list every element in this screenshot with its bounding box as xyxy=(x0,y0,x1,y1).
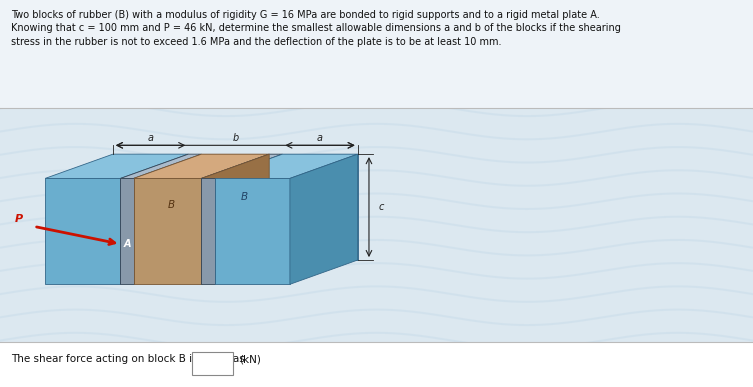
Text: stress in the rubber is not to exceed 1.6 MPa and the deflection of the plate is: stress in the rubber is not to exceed 1.… xyxy=(11,37,501,47)
Text: c: c xyxy=(378,202,384,212)
Polygon shape xyxy=(215,154,358,178)
Text: Knowing that c = 100 mm and P = 46 kN, determine the smallest allowable dimensio: Knowing that c = 100 mm and P = 46 kN, d… xyxy=(11,23,621,33)
Polygon shape xyxy=(202,178,215,284)
FancyBboxPatch shape xyxy=(0,342,753,387)
Text: The shear force acting on block B is given as: The shear force acting on block B is giv… xyxy=(11,354,245,364)
Text: P: P xyxy=(15,214,23,224)
Polygon shape xyxy=(120,154,202,178)
Polygon shape xyxy=(202,154,270,284)
Text: a: a xyxy=(148,133,154,143)
Polygon shape xyxy=(202,154,270,260)
Polygon shape xyxy=(270,154,282,260)
Text: A: A xyxy=(123,239,131,249)
Text: a: a xyxy=(317,133,323,143)
Polygon shape xyxy=(134,178,202,284)
FancyBboxPatch shape xyxy=(192,352,233,375)
Polygon shape xyxy=(45,154,188,178)
Text: b: b xyxy=(232,133,239,143)
Polygon shape xyxy=(134,154,270,178)
Polygon shape xyxy=(202,154,282,178)
FancyBboxPatch shape xyxy=(0,0,753,108)
Polygon shape xyxy=(45,178,120,284)
Text: Two blocks of rubber (B) with a modulus of rigidity G = 16 MPa are bonded to rig: Two blocks of rubber (B) with a modulus … xyxy=(11,10,600,20)
Polygon shape xyxy=(215,178,290,284)
Text: B: B xyxy=(241,192,248,202)
Polygon shape xyxy=(282,154,358,260)
Polygon shape xyxy=(290,154,358,284)
Text: (kN): (kN) xyxy=(239,354,261,364)
Text: B: B xyxy=(168,200,175,210)
Polygon shape xyxy=(120,178,134,284)
